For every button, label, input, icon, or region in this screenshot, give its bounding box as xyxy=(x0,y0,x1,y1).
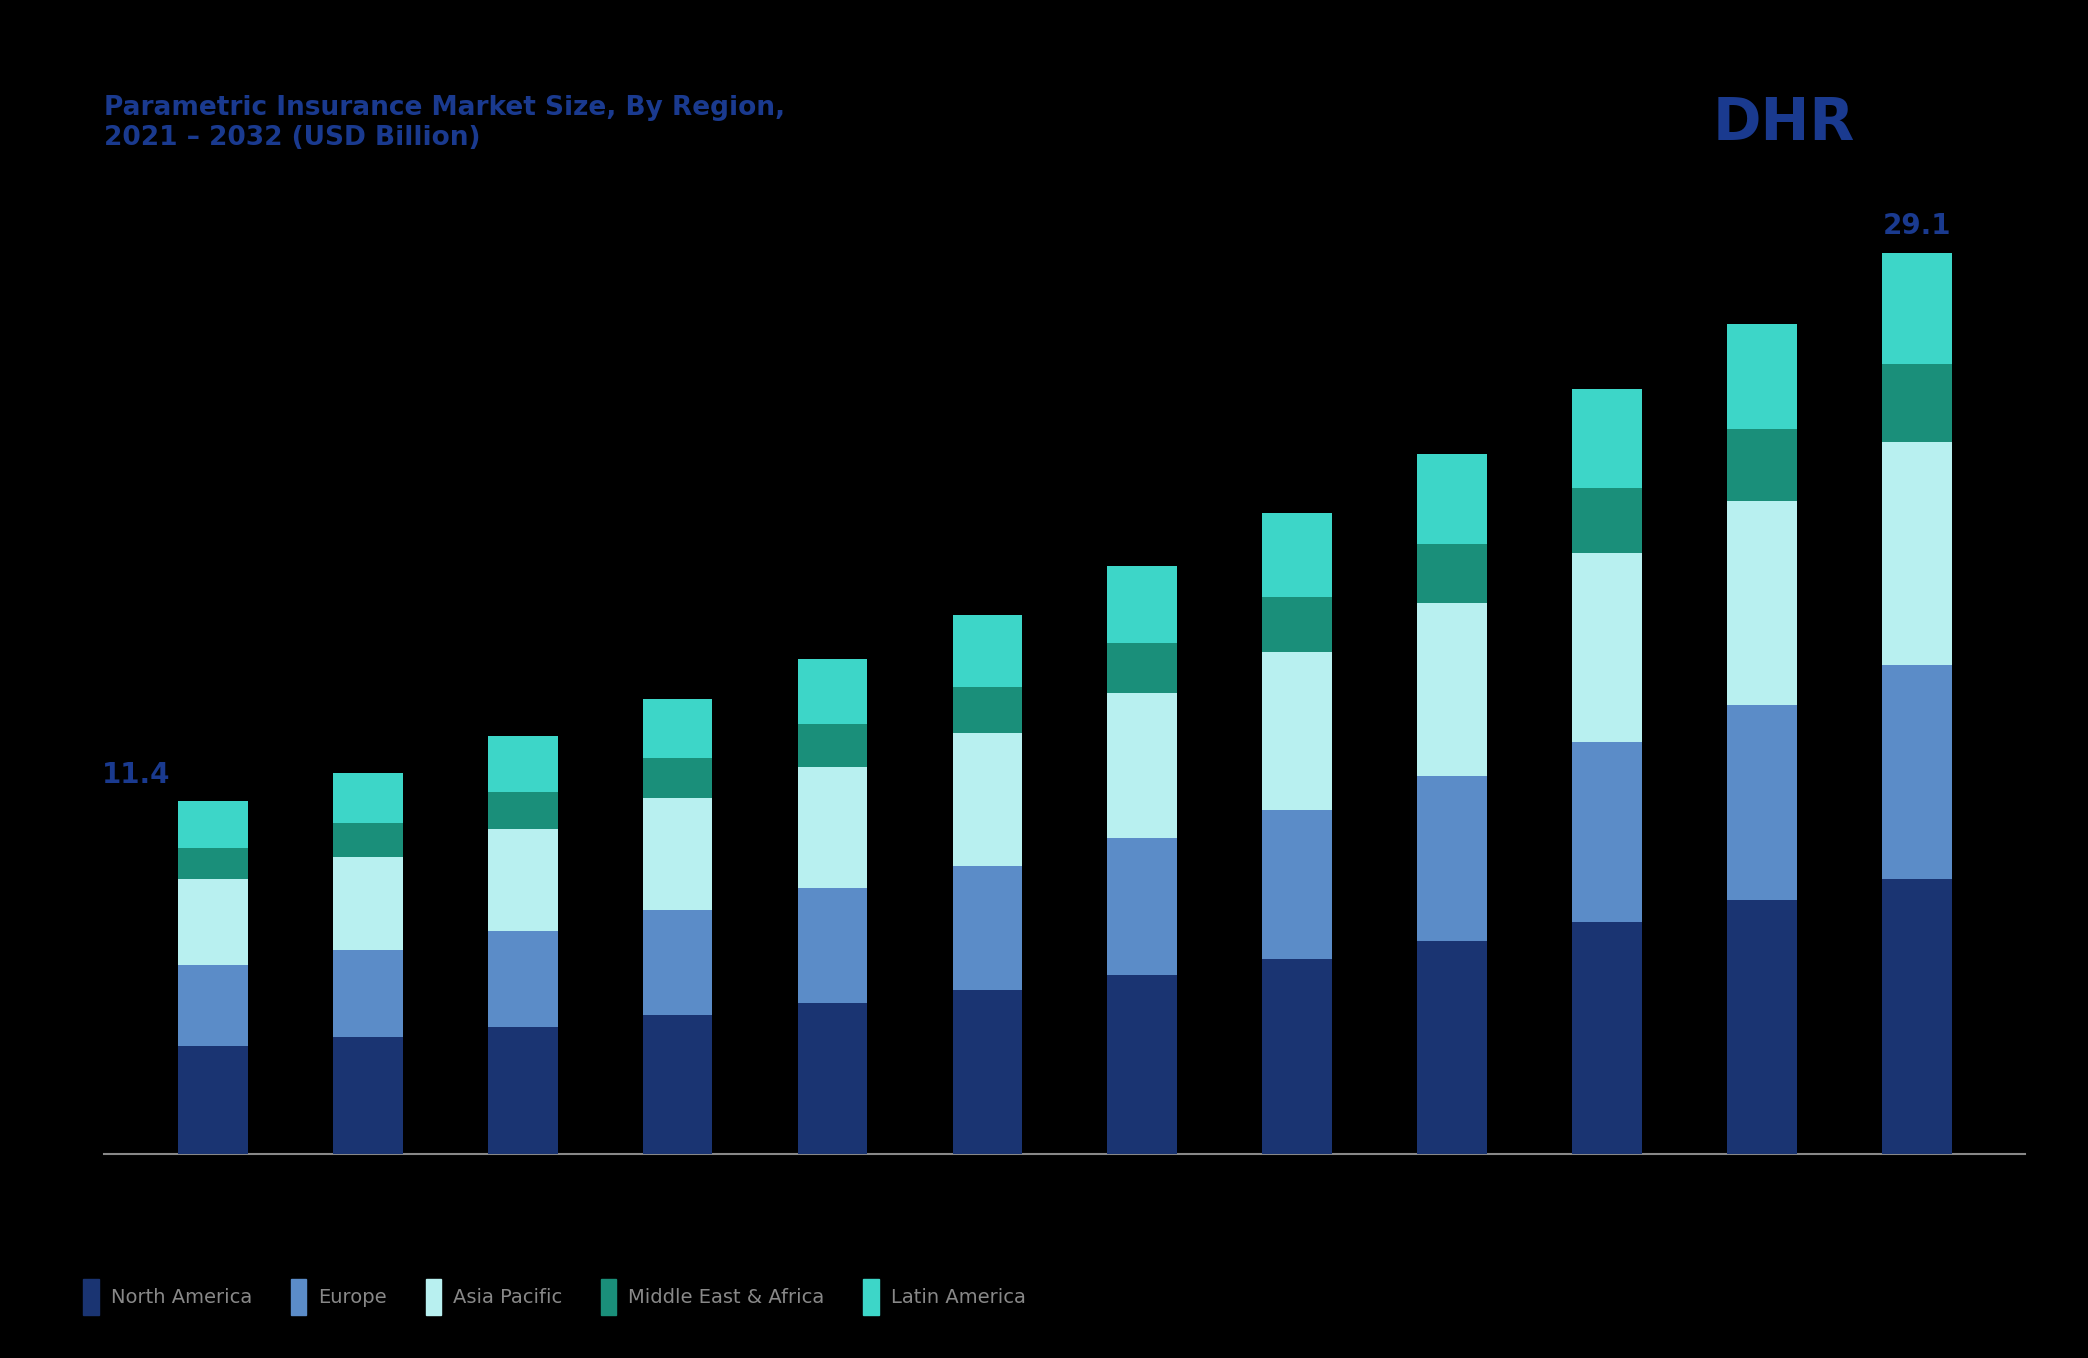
Bar xyxy=(177,879,248,966)
Bar xyxy=(798,888,867,1002)
Bar xyxy=(332,949,403,1036)
Bar xyxy=(643,799,712,910)
Bar xyxy=(1727,705,1798,900)
Bar xyxy=(1572,489,1641,553)
Bar xyxy=(489,932,557,1027)
Bar xyxy=(798,659,867,724)
Bar xyxy=(489,1027,557,1154)
Bar xyxy=(332,857,403,949)
Bar xyxy=(1572,743,1641,922)
Bar xyxy=(1727,501,1798,705)
Bar xyxy=(1572,390,1641,489)
Bar xyxy=(798,1002,867,1154)
Bar xyxy=(1572,922,1641,1154)
Bar xyxy=(177,847,248,879)
Bar xyxy=(1727,900,1798,1154)
Bar xyxy=(1263,596,1332,652)
Bar xyxy=(1107,693,1178,838)
Bar xyxy=(1727,325,1798,429)
Bar xyxy=(332,823,403,857)
Bar xyxy=(952,687,1023,733)
Bar xyxy=(1418,454,1487,545)
Bar xyxy=(1881,665,1952,879)
Bar xyxy=(643,699,712,758)
Bar xyxy=(1881,253,1952,364)
Text: DHR: DHR xyxy=(1827,95,1969,152)
Bar xyxy=(798,767,867,888)
Bar xyxy=(643,1014,712,1154)
Bar xyxy=(489,828,557,932)
Text: Parametric Insurance Market Size, By Region,
2021 – 2032 (USD Billion): Parametric Insurance Market Size, By Reg… xyxy=(104,95,785,151)
Bar xyxy=(643,758,712,799)
Text: DHR: DHR xyxy=(1712,95,1854,152)
Bar xyxy=(643,910,712,1014)
Bar xyxy=(1727,429,1798,501)
Bar xyxy=(952,990,1023,1154)
Bar xyxy=(1107,644,1178,693)
Bar xyxy=(1263,513,1332,596)
Bar xyxy=(1418,603,1487,777)
Bar xyxy=(332,1036,403,1154)
Bar xyxy=(177,1046,248,1154)
Bar xyxy=(952,733,1023,866)
Bar xyxy=(489,792,557,828)
Text: 29.1: 29.1 xyxy=(1883,212,1950,240)
Bar xyxy=(1881,879,1952,1154)
Bar xyxy=(1418,941,1487,1154)
Text: 11.4: 11.4 xyxy=(102,760,171,789)
Bar xyxy=(1572,553,1641,743)
Bar xyxy=(489,736,557,792)
Bar xyxy=(332,773,403,823)
Bar xyxy=(1263,959,1332,1154)
Bar xyxy=(177,801,248,847)
Bar xyxy=(1107,566,1178,644)
Bar xyxy=(1881,364,1952,441)
Bar xyxy=(1418,777,1487,941)
Bar xyxy=(1881,441,1952,665)
Bar xyxy=(952,866,1023,990)
Bar xyxy=(1263,811,1332,959)
Bar xyxy=(952,615,1023,687)
Bar xyxy=(1107,838,1178,975)
Bar xyxy=(1107,975,1178,1154)
Legend: North America, Europe, Asia Pacific, Middle East & Africa, Latin America: North America, Europe, Asia Pacific, Mid… xyxy=(75,1271,1034,1323)
Bar xyxy=(1418,545,1487,603)
Bar xyxy=(1263,652,1332,811)
Bar xyxy=(177,966,248,1046)
Bar xyxy=(798,724,867,767)
